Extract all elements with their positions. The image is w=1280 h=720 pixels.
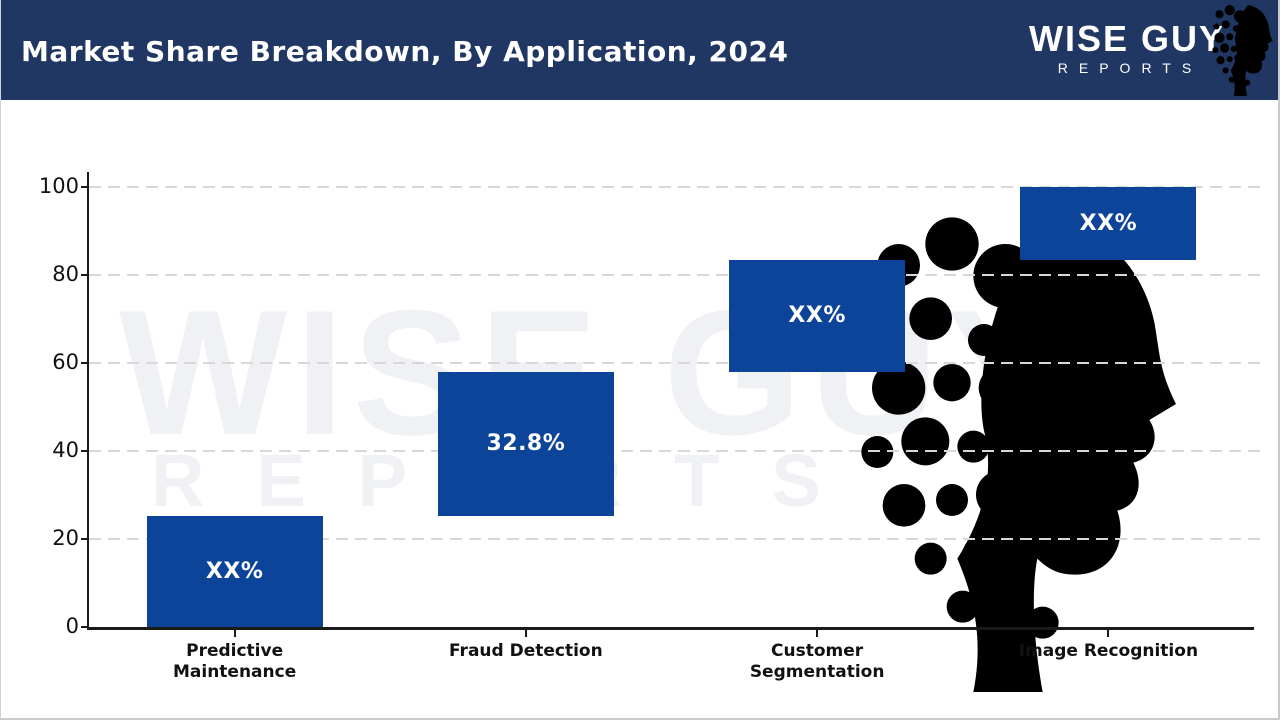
logo-wordmark: WISE GUY bbox=[1028, 17, 1225, 59]
x-axis-category-label: Image Recognition bbox=[1018, 641, 1199, 661]
bar-value-label: 32.8% bbox=[486, 431, 566, 457]
y-tick-mark bbox=[81, 626, 89, 628]
header-bar: Market Share Breakdown, By Application, … bbox=[1, 0, 1278, 100]
y-tick-label: 100 bbox=[38, 174, 79, 198]
y-tick-mark bbox=[81, 538, 89, 540]
x-tick-mark bbox=[1107, 629, 1110, 637]
bar-predictive-maintenance: XX% bbox=[146, 516, 323, 627]
bar-value-label: XX% bbox=[788, 303, 846, 329]
gridline-80 bbox=[89, 274, 1264, 276]
y-tick-label: 0 bbox=[65, 614, 79, 638]
x-tick-mark bbox=[816, 629, 819, 637]
bar-customer-segmentation: XX% bbox=[729, 259, 906, 372]
gridline-100 bbox=[89, 186, 1264, 188]
y-tick-label: 80 bbox=[52, 262, 79, 286]
bar-fraud-detection: 32.8% bbox=[437, 371, 614, 517]
bar-image-recognition: XX% bbox=[1020, 187, 1197, 260]
bar-value-label: XX% bbox=[205, 559, 264, 585]
y-tick-mark bbox=[81, 362, 89, 364]
bar-value-label: XX% bbox=[1079, 210, 1138, 236]
y-tick-mark bbox=[81, 274, 89, 276]
x-axis-category-label: Predictive Maintenance bbox=[172, 641, 297, 682]
wiseguy-logo: WISE GUY REPORTS bbox=[1029, 0, 1273, 100]
logo-subtitle: REPORTS bbox=[1057, 59, 1203, 76]
gridline-20 bbox=[89, 538, 1264, 540]
gridline-40 bbox=[89, 450, 1264, 452]
y-tick-label: 40 bbox=[52, 438, 79, 462]
x-tick-mark bbox=[524, 629, 527, 637]
logo-face-icon bbox=[1212, 5, 1273, 96]
y-tick-mark bbox=[81, 186, 89, 188]
x-axis-line bbox=[87, 627, 1254, 630]
gridline-60 bbox=[89, 362, 1264, 364]
x-axis-category-label: Customer Segmentation bbox=[749, 641, 885, 682]
y-tick-label: 20 bbox=[52, 526, 79, 550]
y-tick-label: 60 bbox=[52, 350, 79, 374]
x-tick-mark bbox=[233, 629, 236, 637]
logo-text: WISE GUY REPORTS bbox=[1028, 17, 1225, 76]
y-axis-spine bbox=[87, 172, 89, 630]
y-tick-mark bbox=[81, 450, 89, 452]
page-title: Market Share Breakdown, By Application, … bbox=[21, 35, 789, 68]
x-axis-category-label: Fraud Detection bbox=[449, 641, 603, 661]
